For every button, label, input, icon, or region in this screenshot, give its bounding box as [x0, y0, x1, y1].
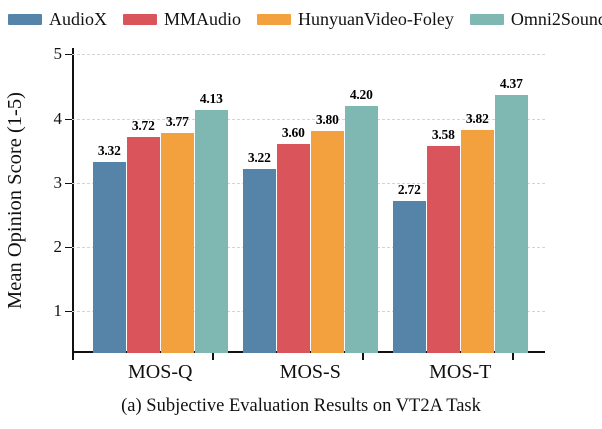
- y-tick-mark-4: [65, 118, 72, 120]
- bar-mos-q-audiox: 3.32: [93, 143, 126, 353]
- bar-mos-t-mmaudio: 3.58: [427, 127, 460, 353]
- bar-mos-q-omni2sound: 4.13: [195, 91, 228, 353]
- bar-value-label: 3.58: [431, 126, 455, 142]
- plot-area: 1 2 3 4 5 3.32 3.72 3.77 4.13 3.22 3.60 3.80 4.20 2.…: [54, 44, 545, 383]
- y-tick-mark-5: [65, 54, 72, 56]
- bar-mos-s-hunyuanvideo-foley: 3.80: [311, 112, 344, 353]
- y-axis-title: Mean Opinion Score (1-5): [3, 92, 26, 309]
- bar-mos-q-hunyuanvideo-foley: 3.77: [161, 114, 194, 353]
- legend-label: HunyuanVideo-Foley: [298, 9, 454, 29]
- legend-label: AudioX: [49, 9, 107, 29]
- chart-legend: AudioX MMAudio HunyuanVideo-Foley Omni2Soun…: [0, 6, 602, 32]
- bar-mos-t-audiox: 2.72: [393, 182, 426, 353]
- bar-value-label: 3.32: [97, 143, 121, 159]
- y-tick-mark-1: [65, 311, 72, 313]
- bar-mos-s-omni2sound: 4.20: [345, 87, 378, 353]
- bar-mos-t-omni2sound: 4.37: [495, 76, 528, 353]
- x-tick-mark-1: [212, 353, 214, 360]
- bar-value-label: 4.20: [349, 86, 373, 102]
- bar-value-label: 3.80: [315, 112, 339, 128]
- legend-item-audiox[interactable]: AudioX: [8, 10, 107, 28]
- legend-item-mmaudio[interactable]: MMAudio: [123, 10, 241, 28]
- x-axis-label-mos-t: MOS-T: [429, 361, 492, 383]
- legend-item-omni2sound[interactable]: Omni2Sound: [469, 9, 602, 29]
- y-tick-mark-2: [65, 247, 72, 249]
- bar-value-label: 3.22: [247, 149, 271, 165]
- bar-value-label: 3.72: [131, 117, 155, 133]
- bar-value-label: 4.13: [199, 91, 223, 107]
- gridline-y-4: [72, 118, 545, 120]
- bar-value-label: 3.77: [165, 114, 189, 130]
- y-tick-label-3: 3: [53, 172, 63, 192]
- x-tick-mark-3: [512, 353, 514, 360]
- y-tick-label-4: 4: [53, 108, 63, 128]
- bar-value-label: 2.72: [397, 181, 421, 197]
- legend-swatch-omni2sound: [469, 13, 504, 25]
- bar-mos-s-audiox: 3.22: [243, 150, 276, 353]
- legend-label: Omni2Sound: [510, 9, 602, 29]
- x-axis-label-mos-q: MOS-Q: [128, 361, 193, 383]
- bar-value-label: 4.37: [499, 75, 523, 91]
- x-tick-mark-2: [362, 353, 364, 360]
- bar-value-label: 3.82: [465, 111, 489, 127]
- y-tick-label-2: 2: [53, 237, 63, 257]
- legend-item-hunyuanvideo-foley[interactable]: HunyuanVideo-Foley: [257, 10, 454, 28]
- legend-swatch-hunyuanvideo-foley: [257, 13, 292, 25]
- x-tick-mark-0: [72, 353, 74, 360]
- bar-mos-s-mmaudio: 3.60: [277, 125, 310, 353]
- figure-caption: (a) Subjective Evaluation Results on VT2…: [121, 396, 481, 416]
- bar-mos-t-hunyuanvideo-foley: 3.82: [461, 111, 494, 353]
- y-tick-mark-3: [65, 182, 72, 184]
- legend-label: MMAudio: [164, 9, 242, 29]
- bar-mos-q-mmaudio: 3.72: [127, 118, 160, 353]
- legend-swatch-audiox: [8, 13, 42, 25]
- x-axis-label-mos-s: MOS-S: [279, 361, 341, 383]
- bar-value-label: 3.60: [281, 125, 305, 141]
- legend-swatch-mmaudio: [123, 13, 157, 25]
- gridline-y-5: [72, 54, 545, 56]
- y-tick-label-5: 5: [53, 44, 63, 64]
- y-tick-label-1: 1: [53, 301, 63, 321]
